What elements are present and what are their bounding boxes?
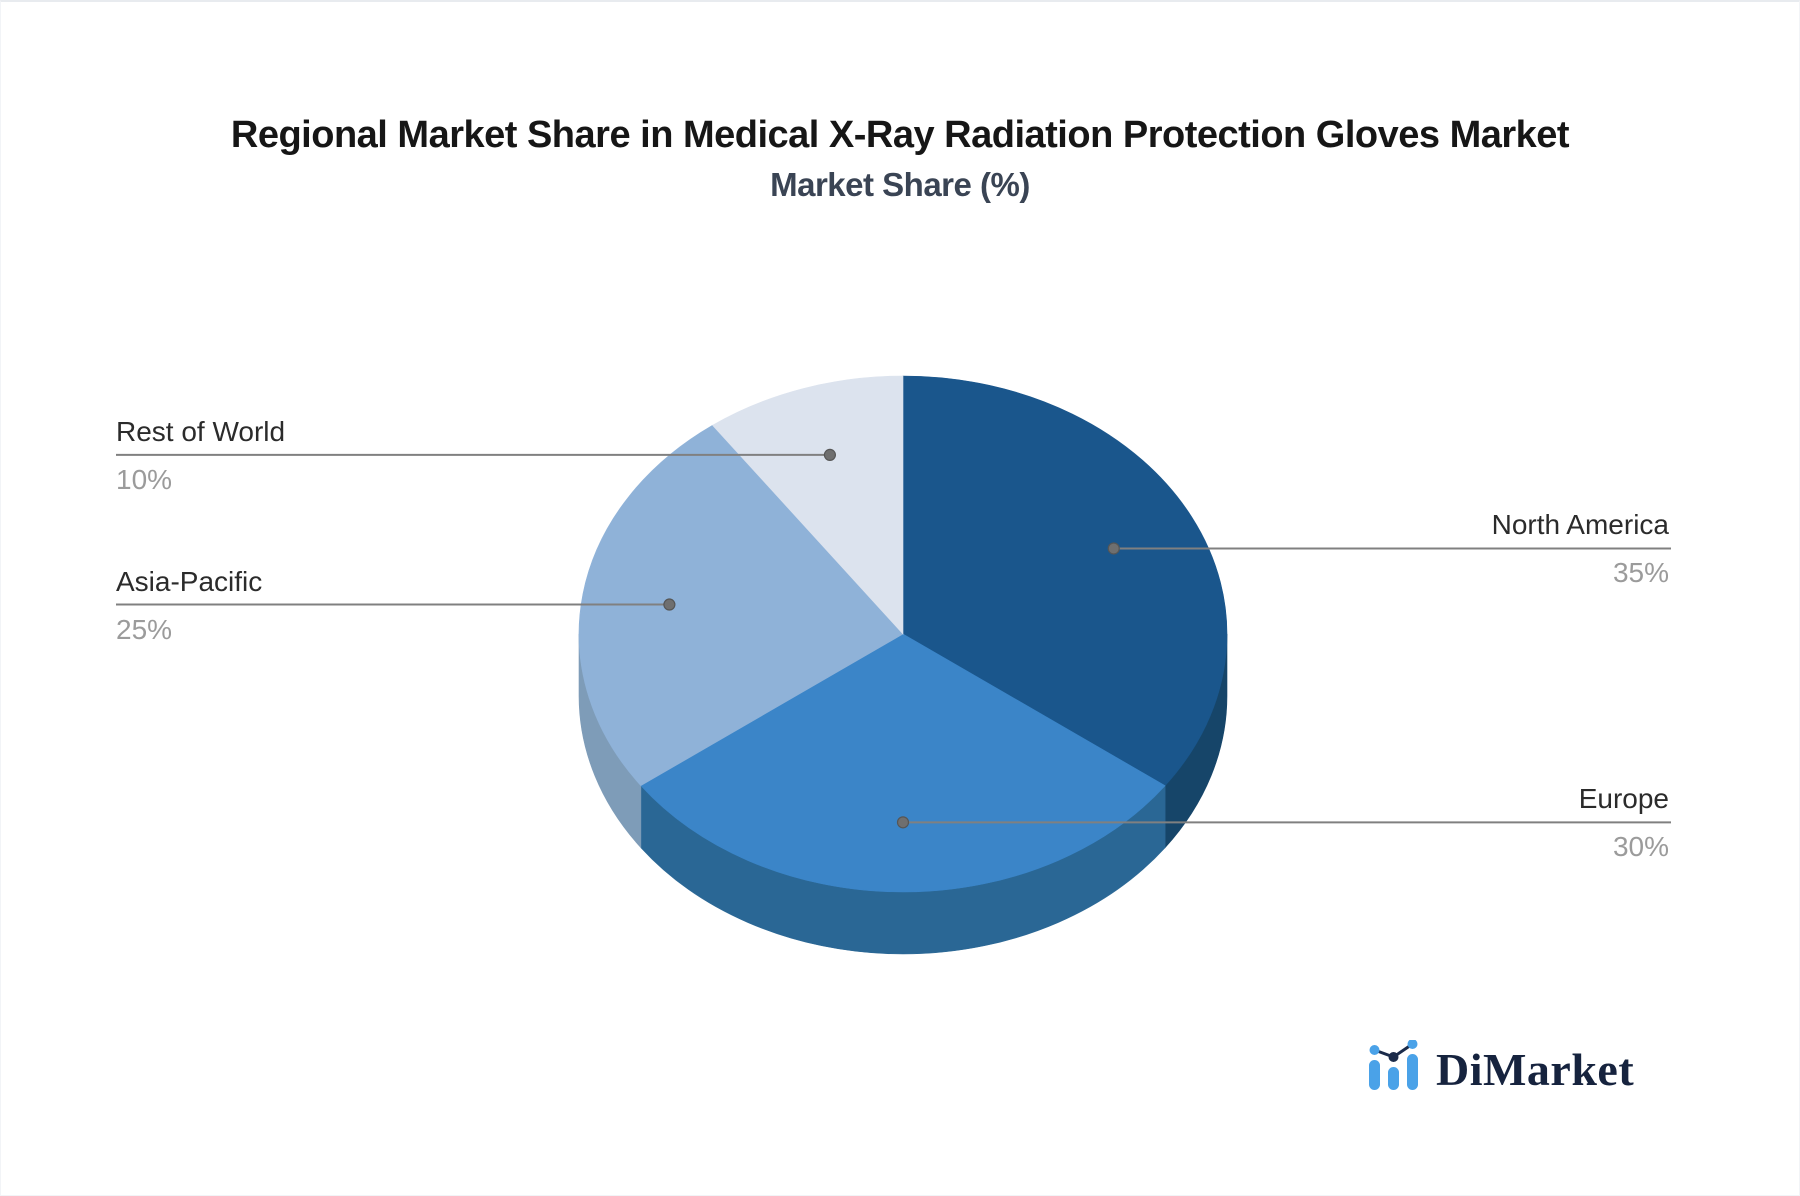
slice-label: Europe (1578, 783, 1669, 815)
chart-title: Regional Market Share in Medical X-Ray R… (230, 114, 1570, 156)
callout-north-america: North America 35% (1239, 507, 1669, 590)
slice-value: 10% (116, 463, 173, 495)
slice-label: North America (1491, 509, 1669, 541)
callout-rest-of-world: Rest of World 10% (116, 414, 546, 497)
callout-dot-europe (896, 816, 910, 829)
slice-value: 35% (1612, 557, 1669, 589)
slice-value: 30% (1612, 831, 1669, 863)
chart-subtitle: Market Share (%) (770, 166, 1030, 203)
callout-europe: Europe 30% (1239, 781, 1669, 864)
dimarket-logo: DiMarket (1367, 1040, 1634, 1095)
brand-name: DiMarket (1436, 1044, 1635, 1095)
pie-slice-rest-of-world[interactable] (712, 375, 904, 635)
callout-asia-pacific: Asia-Pacific 25% (116, 564, 546, 647)
callout-dot-asia-pacific (663, 598, 676, 611)
pie-slice-asia-pacific[interactable] (578, 424, 904, 787)
pie-slice-europe[interactable] (640, 633, 1166, 893)
bar-line-chart-icon (1369, 1040, 1418, 1090)
callout-dot-north-america (1107, 542, 1120, 555)
pie-slice-north-america[interactable] (902, 375, 1228, 787)
slice-label: Rest of World (116, 415, 286, 447)
slice-value: 25% (116, 613, 173, 645)
callout-dot-rest-of-world (823, 448, 837, 461)
slice-label: Asia-Pacific (116, 565, 263, 597)
